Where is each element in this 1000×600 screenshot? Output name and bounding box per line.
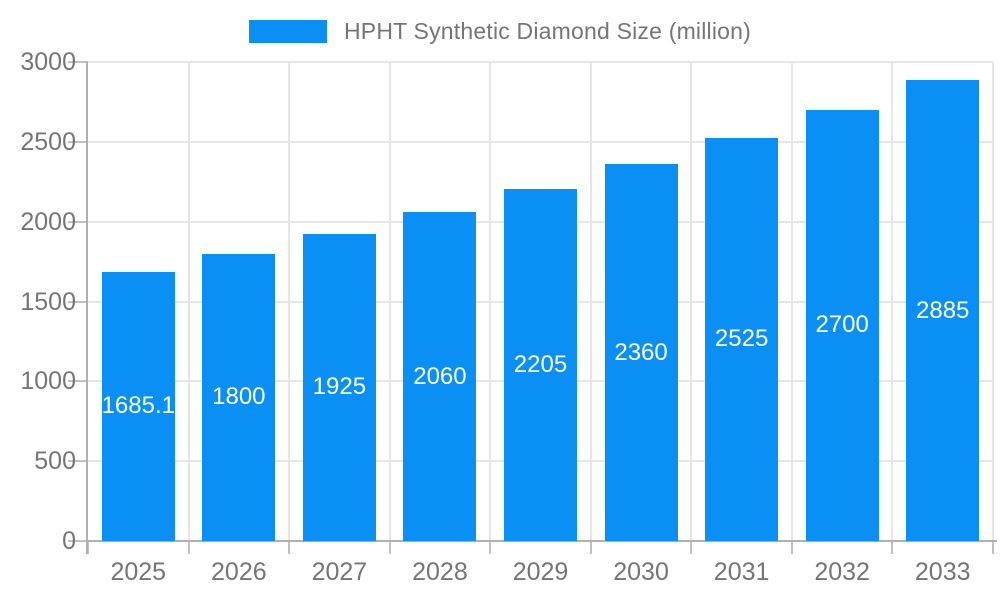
y-axis-tick-label: 2500 — [20, 127, 76, 156]
bar[interactable] — [705, 137, 779, 541]
x-axis-tick-label: 2028 — [412, 558, 468, 586]
x-axis-tick-label: 2029 — [512, 558, 569, 586]
x-axis-tick-label: 2033 — [914, 558, 971, 586]
y-axis-tick-label: 2000 — [20, 207, 76, 236]
x-axis-tick-label: 2027 — [311, 558, 368, 586]
x-axis-tick-label: 2031 — [713, 558, 770, 586]
legend-label: HPHT Synthetic Diamond Size (million) — [343, 18, 752, 44]
bar-value-label: 2360 — [614, 338, 668, 366]
y-axis-tick-label: 1000 — [20, 367, 76, 396]
gridline-vertical — [589, 62, 592, 541]
y-axis-tick-label: 500 — [34, 447, 76, 476]
bar[interactable] — [604, 164, 678, 541]
legend-swatch — [248, 20, 327, 43]
gridline-vertical — [288, 62, 291, 541]
gridline-horizontal — [88, 140, 993, 143]
bar-value-label: 2205 — [513, 350, 568, 378]
x-axis-tick-label: 2026 — [211, 558, 267, 586]
x-axis-tick — [589, 541, 592, 554]
x-axis-tick — [790, 541, 793, 554]
bar[interactable] — [202, 253, 276, 541]
bar-value-label: 1800 — [212, 383, 266, 411]
gridline-vertical — [790, 62, 793, 541]
gridline-vertical — [388, 62, 391, 541]
chart-legend[interactable]: HPHT Synthetic Diamond Size (million) — [0, 18, 1000, 45]
y-axis-tick-label: 3000 — [20, 48, 76, 76]
y-axis-tick — [68, 140, 88, 143]
x-axis-tick — [992, 541, 994, 554]
y-axis-tick — [68, 300, 88, 303]
bar-value-label: 1925 — [312, 373, 367, 401]
x-axis-tick — [489, 541, 492, 554]
gridline-vertical — [187, 62, 190, 541]
x-axis-tick — [891, 541, 894, 554]
x-axis-tick-label: 2030 — [613, 558, 669, 586]
y-axis-line — [86, 62, 88, 554]
y-axis-tick-label: 0 — [62, 527, 76, 555]
x-axis-tick — [288, 541, 291, 554]
bar-value-label: 1685.1 — [101, 392, 175, 420]
bar-value-label: 2700 — [815, 311, 869, 339]
gridline-horizontal — [88, 61, 993, 63]
bar[interactable] — [101, 271, 175, 541]
bar[interactable] — [302, 233, 376, 541]
x-axis-tick-label: 2025 — [110, 558, 167, 586]
y-axis-tick — [68, 460, 88, 463]
bar[interactable] — [504, 188, 577, 541]
y-axis-tick-label: 1500 — [20, 287, 76, 316]
gridline-vertical — [891, 62, 894, 541]
y-axis-tick — [68, 540, 88, 542]
gridline-vertical — [489, 62, 492, 541]
x-axis-tick — [690, 541, 693, 554]
x-axis-tick — [87, 541, 89, 554]
y-axis-tick — [68, 61, 88, 63]
bar-value-label: 2885 — [916, 296, 970, 324]
y-axis-tick — [68, 220, 88, 223]
gridline-vertical — [690, 62, 693, 541]
x-axis-tick — [388, 541, 391, 554]
bar[interactable] — [906, 80, 980, 541]
bar-value-label: 2525 — [714, 325, 769, 353]
x-axis-tick — [187, 541, 190, 554]
y-axis-tick — [68, 380, 88, 383]
x-axis-line — [88, 540, 997, 542]
x-axis-tick-label: 2032 — [814, 558, 870, 586]
bar-value-label: 2060 — [413, 362, 467, 390]
bar[interactable] — [403, 212, 477, 541]
gridline-vertical — [992, 62, 994, 541]
bar[interactable] — [805, 109, 879, 541]
